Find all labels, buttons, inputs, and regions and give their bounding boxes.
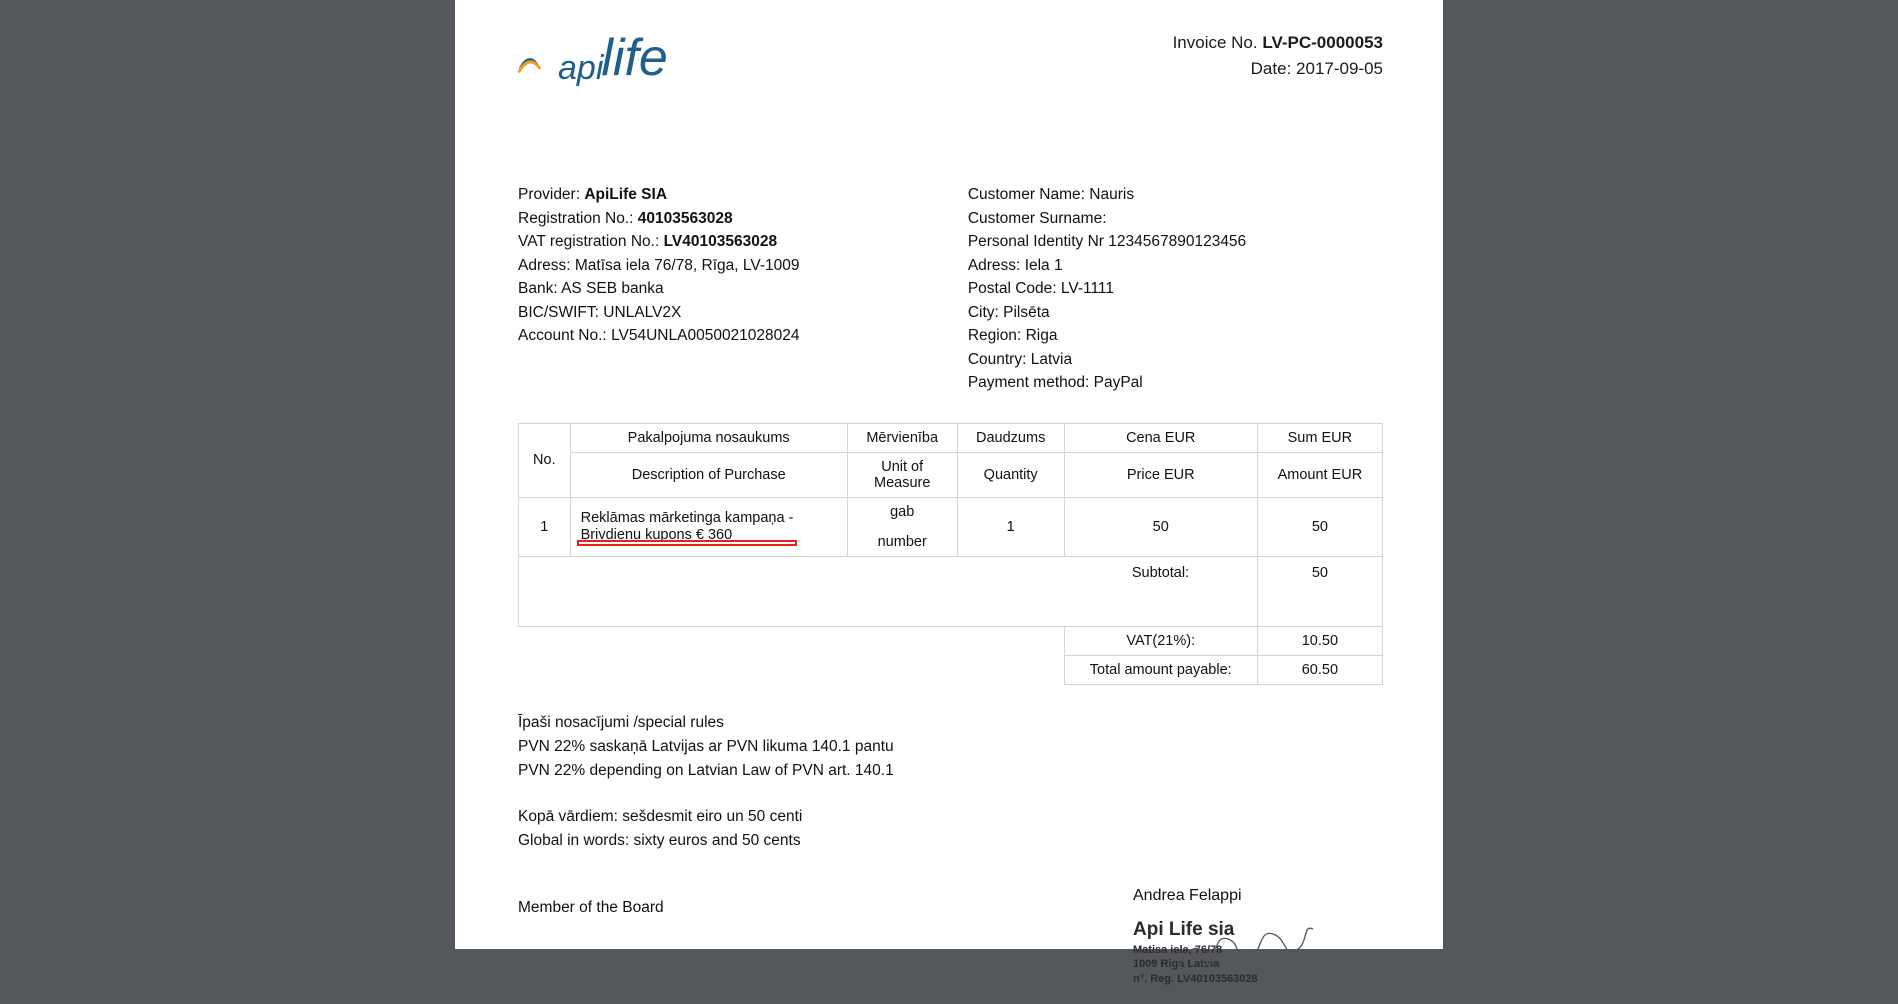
customer-surname-label: Customer Surname:: [968, 210, 1107, 227]
row-price: 50: [1064, 497, 1257, 556]
customer-city-label: City:: [968, 304, 999, 321]
table-header-unit-en: Unit of Measure: [847, 452, 957, 497]
row-quantity: 1: [957, 497, 1064, 556]
provider-vat-label: VAT registration No.:: [518, 233, 659, 250]
invoice-document: api life Invoice No. LV-PC-0000053 Date: …: [455, 0, 1443, 949]
provider-account-label: Account No.:: [518, 327, 607, 344]
provider-bic: UNLALV2X: [603, 304, 681, 321]
invoice-date-value: 2017-09-05: [1296, 59, 1383, 78]
table-header-unit-lv: Mērvienība: [847, 423, 957, 452]
table-header-price-lv: Cena EUR: [1064, 423, 1257, 452]
stamp-reg-no: n°. Reg. LV40103563028: [1133, 972, 1363, 986]
special-rules-title: Īpaši nosacījumi /special rules: [518, 711, 1383, 735]
table-header-row-lv: No. Pakalpojuma nosaukums Mērvienība Dau…: [519, 423, 1383, 452]
table-header-quantity-lv: Daudzums: [957, 423, 1064, 452]
row-description-line2-wrap: Brivdienu kupons € 360: [581, 526, 794, 544]
customer-identity: 1234567890123456: [1108, 233, 1246, 250]
vat-row: VAT(21%): 10.50: [519, 626, 1383, 655]
page-background: api life Invoice No. LV-PC-0000053 Date: …: [0, 0, 1898, 949]
vat-label: VAT(21%):: [1064, 626, 1257, 655]
items-table: No. Pakalpojuma nosaukums Mērvienība Dau…: [518, 423, 1383, 685]
stamp-address-line2: 1009 Riga Latvia: [1133, 957, 1363, 971]
provider-address-label: Adress:: [518, 257, 571, 274]
provider-registration-label: Registration No.:: [518, 210, 633, 227]
customer-name-label: Customer Name:: [968, 186, 1085, 203]
provider-account-no: LV54UNLA0050021028024: [611, 327, 799, 344]
provider-registration-no: 40103563028: [638, 210, 733, 227]
board-member-block: Member of the Board: [518, 887, 664, 986]
row-description-line1: Reklāmas mārketinga kampaņa -: [581, 510, 794, 526]
parties-section: Provider: ApiLife SIA Registration No.: …: [518, 183, 1383, 395]
customer-region-label: Region:: [968, 327, 1021, 344]
table-header-quantity-en: Quantity: [957, 452, 1064, 497]
highlight-annotation-box: [577, 540, 798, 546]
customer-payment-label: Payment method:: [968, 374, 1089, 391]
provider-title-label: Provider:: [518, 186, 580, 203]
provider-bic-label: BIC/SWIFT:: [518, 304, 599, 321]
subtotal-label: Subtotal:: [1064, 556, 1257, 626]
customer-city: Pilsēta: [1003, 304, 1050, 321]
customer-block: Customer Name: Nauris Customer Surname: …: [968, 183, 1383, 395]
row-unit-lv: gab: [858, 504, 947, 520]
amount-words-block: Kopā vārdiem: sešdesmit eiro un 50 centi…: [518, 805, 1383, 853]
customer-identity-label: Personal Identity Nr: [968, 233, 1104, 250]
invoice-no-label: Invoice No.: [1173, 33, 1258, 52]
amount-words-line2: Global in words: sixty euros and 50 cent…: [518, 829, 1383, 853]
logo-text-life: life: [601, 28, 667, 88]
invoice-meta-block: Invoice No. LV-PC-0000053 Date: 2017-09-…: [1173, 30, 1383, 81]
provider-bank: AS SEB banka: [561, 280, 664, 297]
table-header-no: No.: [519, 423, 571, 497]
table-header-row-en: Description of Purchase Unit of Measure Q…: [519, 452, 1383, 497]
board-member-label: Member of the Board: [518, 899, 664, 917]
stamp-address-line1: Matisa iela, 76/78: [1133, 943, 1363, 957]
special-rules-block: Īpaši nosacījumi /special rules PVN 22% …: [518, 711, 1383, 783]
table-header-amount-lv: Sum EUR: [1257, 423, 1382, 452]
stamp-company-name: Api Life sia: [1133, 919, 1363, 941]
amount-words-line1: Kopā vārdiem: sešdesmit eiro un 50 centi: [518, 805, 1383, 829]
invoice-header: api life Invoice No. LV-PC-0000053 Date: …: [518, 20, 1383, 88]
vat-value: 10.50: [1257, 626, 1382, 655]
customer-address-label: Adress:: [968, 257, 1021, 274]
provider-name: ApiLife SIA: [584, 186, 667, 203]
customer-region: Riga: [1026, 327, 1058, 344]
provider-address: Matīsa iela 76/78, Rīga, LV-1009: [575, 257, 800, 274]
customer-country-label: Country:: [968, 351, 1027, 368]
special-rules-line1: PVN 22% saskaņā Latvijas ar PVN likuma 1…: [518, 735, 1383, 759]
row-unit-en: number: [858, 534, 947, 550]
customer-payment: PayPal: [1094, 374, 1143, 391]
total-row: Total amount payable: 60.50: [519, 655, 1383, 684]
signature-section: Member of the Board Andrea Felappi Api L…: [518, 887, 1383, 986]
row-no: 1: [519, 497, 571, 556]
provider-block: Provider: ApiLife SIA Registration No.: …: [518, 183, 933, 395]
row-unit: gab number: [847, 497, 957, 556]
table-header-description-lv: Pakalpojuma nosaukums: [570, 423, 847, 452]
company-logo: api life: [518, 28, 668, 88]
special-rules-line2: PVN 22% depending on Latvian Law of PVN …: [518, 759, 1383, 783]
total-label: Total amount payable:: [1064, 655, 1257, 684]
customer-postal: LV-1111: [1061, 280, 1114, 297]
logo-icon: [518, 50, 556, 88]
signer-name: Andrea Felappi: [1133, 887, 1363, 905]
customer-country: Latvia: [1031, 351, 1072, 368]
provider-bank-label: Bank:: [518, 280, 558, 297]
invoice-date-label: Date:: [1251, 59, 1292, 78]
customer-postal-label: Postal Code:: [968, 280, 1057, 297]
customer-address: Iela 1: [1025, 257, 1063, 274]
logo-text-api: api: [558, 49, 603, 88]
row-amount: 50: [1257, 497, 1382, 556]
total-value: 60.50: [1257, 655, 1382, 684]
stamp-address: Matisa iela, 76/78 1009 Riga Latvia n°. …: [1133, 943, 1363, 986]
signer-block: Andrea Felappi Api Life sia Matisa iela,…: [1133, 887, 1363, 986]
table-header-price-en: Price EUR: [1064, 452, 1257, 497]
customer-name: Nauris: [1089, 186, 1134, 203]
table-header-description-en: Description of Purchase: [570, 452, 847, 497]
table-header-amount-en: Amount EUR: [1257, 452, 1382, 497]
table-row: 1 Reklāmas mārketinga kampaņa - Brivdien…: [519, 497, 1383, 556]
row-description: Reklāmas mārketinga kampaņa - Brivdienu …: [570, 497, 847, 556]
provider-vat-no: LV40103563028: [664, 233, 777, 250]
subtotal-value: 50: [1257, 556, 1382, 626]
invoice-no-value: LV-PC-0000053: [1262, 33, 1383, 52]
company-stamp: Api Life sia Matisa iela, 76/78 1009 Rig…: [1133, 919, 1363, 986]
table-empty-row: Subtotal: 50: [519, 556, 1383, 626]
